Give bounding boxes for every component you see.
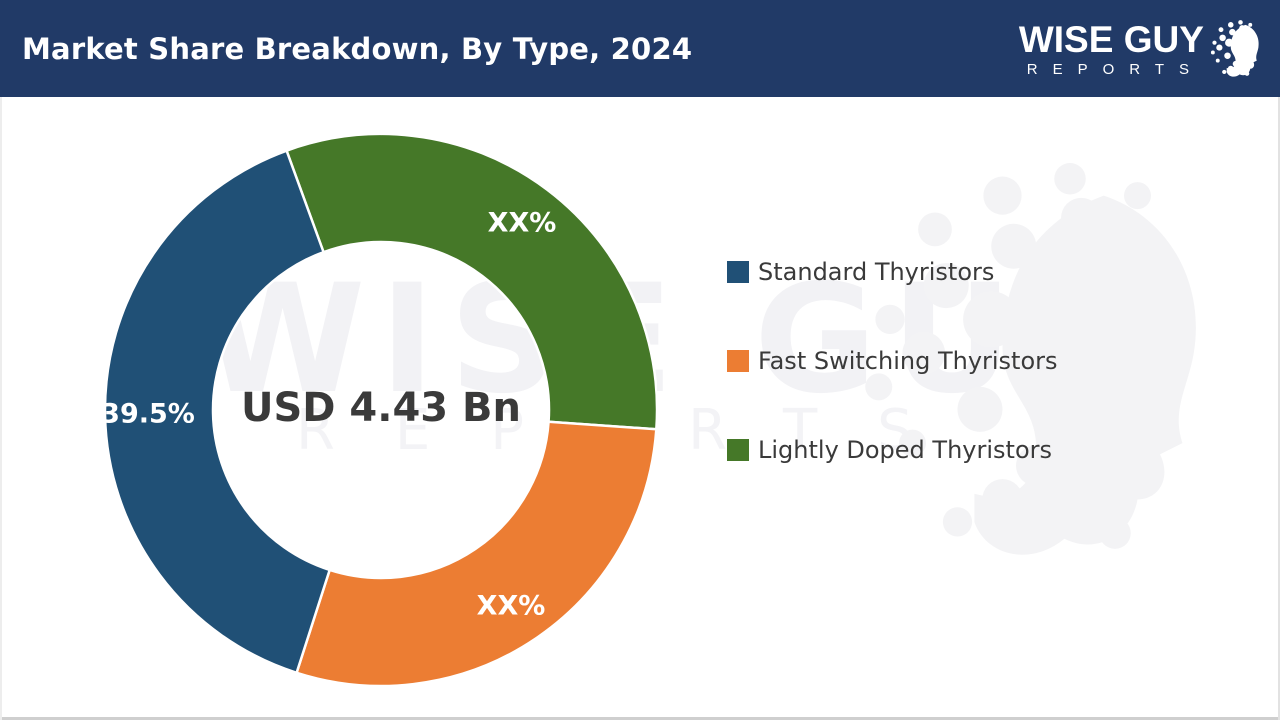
legend-swatch-fast-switching-icon — [727, 350, 749, 372]
slice-label-fast-switching: XX% — [476, 590, 546, 622]
bottom-border — [0, 717, 1280, 720]
legend-item-lightly-doped: Lightly Doped Thyristors — [727, 436, 1058, 464]
slice-lightly-doped-thyristors — [285, 134, 657, 431]
slice-standard-thyristors — [105, 149, 331, 675]
logo: WISE GUY REPORTS — [1019, 13, 1260, 87]
right-border — [1278, 97, 1280, 720]
legend-item-standard: Standard Thyristors — [727, 258, 1058, 286]
left-border — [0, 97, 2, 720]
watermark-face-icon — [865, 163, 1196, 555]
logo-wordmark: WISE GUY — [1018, 19, 1204, 60]
slice-label-standard: 39.5% — [101, 398, 195, 430]
donut-chart — [105, 134, 657, 686]
header-bar: Market Share Breakdown, By Type, 2024 WI… — [0, 0, 1280, 97]
legend-label-fast-switching: Fast Switching Thyristors — [758, 347, 1058, 375]
legend-swatch-standard-icon — [727, 261, 749, 283]
legend-label-lightly-doped: Lightly Doped Thyristors — [758, 436, 1052, 464]
center-total-value: USD 4.43 Bn — [241, 385, 521, 431]
logo-text: WISE GUY REPORTS — [1019, 21, 1204, 78]
legend-label-standard: Standard Thyristors — [758, 258, 995, 286]
page-title: Market Share Breakdown, By Type, 2024 — [22, 31, 693, 66]
logo-reports-label: REPORTS — [1026, 61, 1204, 78]
legend-item-fast-switching: Fast Switching Thyristors — [727, 347, 1058, 375]
slice-fast-switching-thyristors — [295, 420, 657, 686]
slice-label-lightly-doped: XX% — [487, 207, 557, 239]
legend: Standard Thyristors Fast Switching Thyri… — [727, 258, 1058, 525]
logo-face-icon — [1210, 19, 1259, 77]
legend-swatch-lightly-doped-icon — [727, 439, 749, 461]
